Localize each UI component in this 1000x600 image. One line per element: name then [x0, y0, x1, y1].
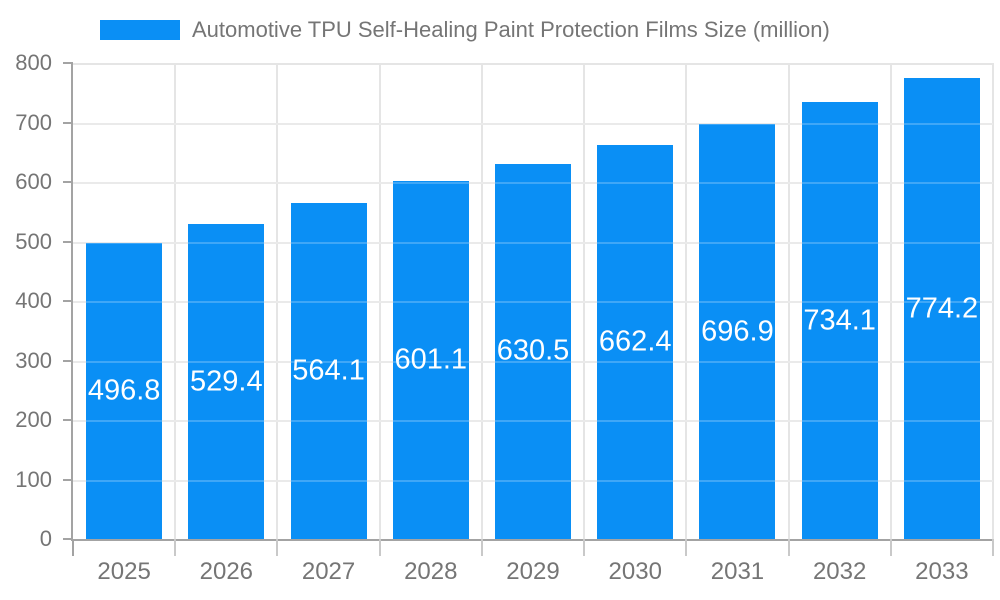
bar[interactable]: 630.5 [495, 163, 571, 539]
x-axis-tick [787, 539, 790, 556]
y-axis-tick [63, 62, 73, 64]
y-axis-tick [63, 300, 73, 302]
x-axis-tick [889, 539, 892, 556]
x-axis-tick [685, 539, 688, 556]
bar[interactable]: 774.2 [903, 78, 980, 539]
x-axis-label: 2027 [301, 558, 356, 585]
bar[interactable]: 696.9 [699, 124, 776, 539]
bar[interactable]: 662.4 [597, 144, 674, 539]
y-gridline [73, 63, 993, 65]
x-gridline [480, 63, 483, 539]
gridline-overlay [73, 241, 993, 244]
bar-value-label: 696.9 [701, 315, 774, 348]
x-axis-tick [480, 539, 483, 556]
x-axis-label: 2025 [97, 558, 151, 585]
y-axis-label: 300 [15, 347, 52, 373]
y-axis-label: 400 [15, 288, 52, 313]
x-axis-label: 2032 [812, 558, 867, 585]
y-axis-label: 500 [15, 228, 52, 254]
gridline-overlay [73, 122, 993, 125]
x-axis-label: 2026 [199, 558, 254, 585]
y-axis-tick [63, 240, 73, 243]
y-axis-tick [63, 478, 73, 481]
y-axis-label: 100 [15, 466, 52, 492]
legend-swatch-icon [100, 20, 180, 40]
bar[interactable]: 564.1 [290, 203, 367, 539]
x-gridline [174, 63, 177, 539]
y-axis-tick [63, 121, 73, 124]
bar-value-label: 529.4 [190, 365, 263, 397]
y-axis-tick [63, 181, 73, 183]
x-axis-label: 2029 [506, 558, 560, 585]
x-gridline [992, 63, 994, 539]
x-gridline [685, 63, 688, 539]
x-gridline [276, 63, 279, 539]
bar-value-label: 601.1 [394, 343, 468, 376]
x-axis-tick [276, 539, 279, 556]
plot-area: 0 100 200 300 400 500 600 700 800 2025 2026 2027 202… [15, 50, 994, 585]
x-axis-tick [583, 539, 586, 556]
bar-value-label: 564.1 [292, 354, 365, 387]
bar[interactable]: 734.1 [801, 102, 878, 539]
y-axis-label: 600 [15, 169, 52, 194]
gridline-overlay [73, 420, 993, 422]
x-axis-tick [992, 539, 994, 556]
gridline-overlay [73, 360, 993, 363]
bar[interactable]: 601.1 [392, 181, 469, 539]
x-gridline [787, 63, 790, 539]
y-axis-tick [63, 419, 73, 421]
x-axis-tick [378, 539, 381, 556]
bar-value-label: 734.1 [803, 304, 876, 337]
bar-value-label: 662.4 [598, 325, 672, 358]
gridline-overlay [73, 182, 993, 184]
y-axis-label: 200 [15, 407, 52, 432]
x-axis-tick [72, 539, 74, 556]
x-axis-label: 2031 [710, 558, 765, 585]
x-gridline [889, 63, 892, 539]
gridline-overlay [73, 479, 993, 482]
bar-value-label: 496.8 [87, 374, 161, 407]
y-axis-label: 800 [15, 50, 52, 75]
chart-legend[interactable]: Automotive TPU Self-Healing Paint Protec… [100, 17, 830, 43]
x-axis-label: 2028 [404, 558, 458, 585]
x-axis-label: 2033 [915, 558, 969, 585]
legend-label: Automotive TPU Self-Healing Paint Protec… [192, 17, 830, 42]
gridline-overlay [73, 301, 993, 303]
y-axis-label: 0 [39, 526, 52, 551]
bar[interactable]: 529.4 [188, 224, 265, 539]
x-axis-tick [174, 539, 177, 556]
x-gridline [378, 63, 381, 539]
x-gridline [583, 63, 586, 539]
bar-value-label: 774.2 [905, 292, 979, 325]
x-axis-label: 2030 [608, 558, 662, 585]
bar[interactable]: 496.8 [86, 243, 163, 539]
y-axis-tick [63, 538, 73, 540]
y-gridline [73, 122, 993, 125]
bar-value-label: 630.5 [496, 334, 570, 367]
y-axis-label: 700 [15, 109, 52, 135]
y-axis-tick [63, 359, 73, 362]
